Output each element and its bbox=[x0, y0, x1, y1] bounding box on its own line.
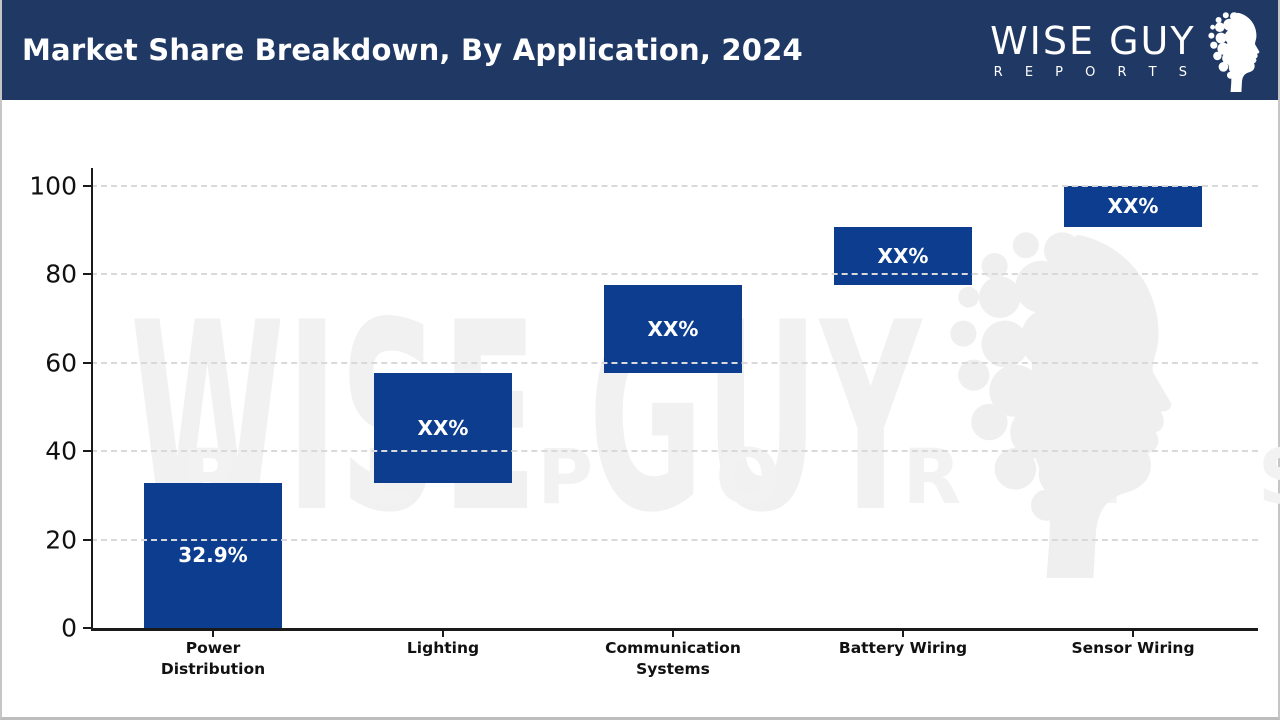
x-axis-tick bbox=[442, 630, 444, 637]
y-tick-label: 20 bbox=[45, 525, 77, 555]
y-axis-tick bbox=[83, 627, 91, 629]
head-silhouette-dots-icon bbox=[1208, 12, 1260, 92]
x-category-label: Power Distribution bbox=[160, 639, 266, 678]
logo-text: WISE GUY R E P O R T S bbox=[990, 22, 1196, 79]
bar-value-label: XX% bbox=[417, 415, 469, 440]
bar-value-label: 32.9% bbox=[178, 543, 248, 568]
x-category-label: Battery Wiring bbox=[838, 639, 968, 657]
bar-segment bbox=[834, 226, 972, 286]
x-category-label: Sensor Wiring bbox=[1071, 639, 1195, 657]
page-title: Market Share Breakdown, By Application, … bbox=[22, 33, 803, 67]
gridline bbox=[91, 450, 1258, 453]
x-axis-line bbox=[91, 628, 1258, 631]
y-axis-tick bbox=[83, 185, 91, 187]
logo-subtitle: R E P O R T S bbox=[993, 64, 1196, 80]
gridline bbox=[91, 273, 1258, 276]
bar-segment bbox=[144, 482, 282, 628]
x-axis-tick bbox=[672, 630, 674, 637]
gridline bbox=[91, 185, 1258, 187]
wiseguy-logo: WISE GUY R E P O R T S bbox=[990, 8, 1264, 92]
y-axis-tick bbox=[83, 538, 91, 541]
x-axis-tick bbox=[1132, 630, 1134, 637]
bar-value-label: XX% bbox=[877, 244, 929, 269]
gridline bbox=[91, 361, 1258, 364]
y-tick-label: 80 bbox=[45, 259, 77, 289]
logo-wordmark: WISE GUY bbox=[990, 18, 1196, 63]
y-axis-tick bbox=[83, 450, 91, 453]
y-tick-label: 60 bbox=[45, 348, 77, 378]
y-axis-line bbox=[91, 168, 93, 630]
header: Market Share Breakdown, By Application, … bbox=[2, 0, 1278, 100]
y-axis-tick bbox=[83, 361, 91, 364]
x-axis-tick bbox=[212, 630, 214, 637]
bar-segment bbox=[604, 285, 742, 373]
gridline bbox=[91, 538, 1258, 541]
x-category-label: Communication Systems bbox=[605, 639, 741, 678]
bar-value-label: XX% bbox=[1107, 194, 1159, 219]
head-silhouette-dots-watermark bbox=[950, 232, 1172, 579]
y-tick-label: 0 bbox=[61, 613, 77, 643]
x-axis-tick bbox=[902, 630, 904, 637]
bar-segment bbox=[1064, 186, 1202, 227]
bar-value-label: XX% bbox=[647, 317, 699, 342]
y-tick-label: 100 bbox=[29, 171, 77, 201]
bar-segment bbox=[374, 372, 512, 483]
y-axis-tick bbox=[83, 273, 91, 276]
x-category-label: Lighting bbox=[406, 639, 480, 657]
y-tick-label: 40 bbox=[45, 436, 77, 466]
